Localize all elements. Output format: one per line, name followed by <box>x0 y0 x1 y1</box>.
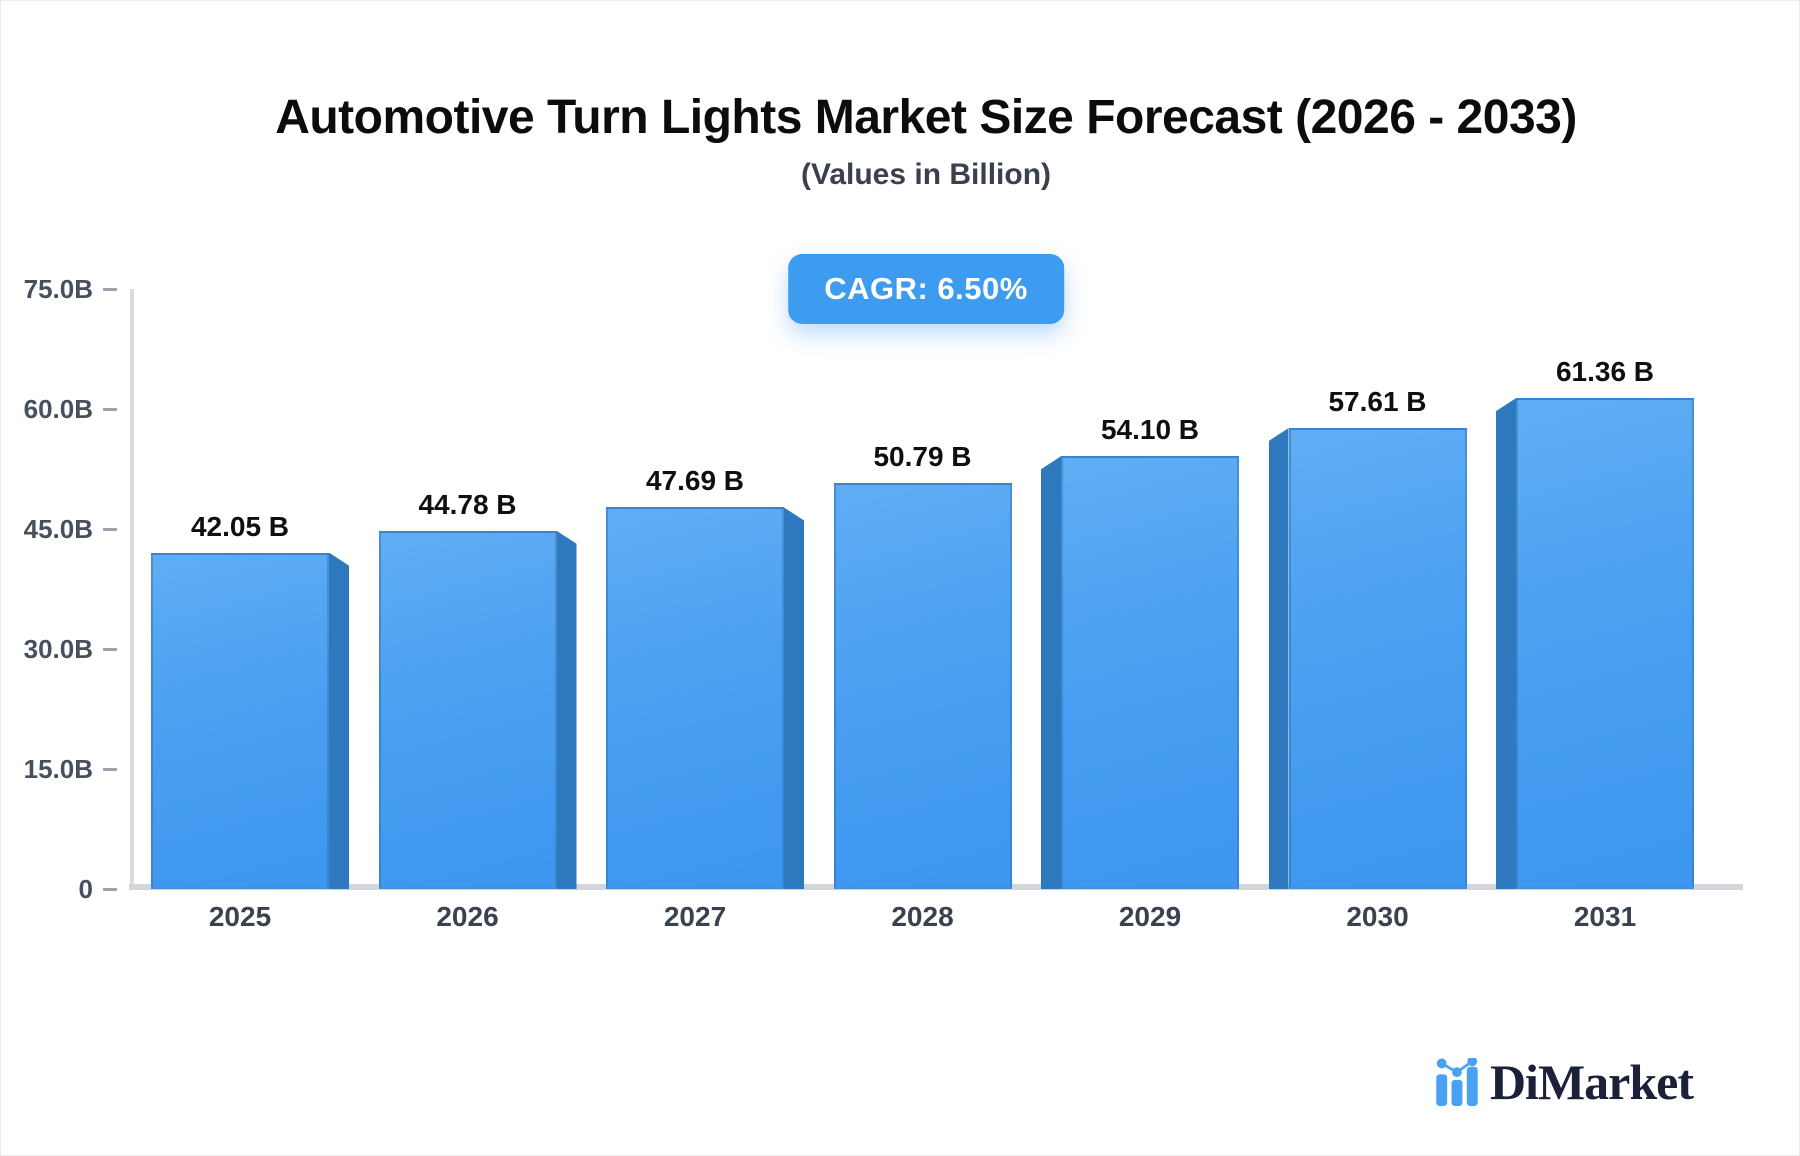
y-axis-tick-label: 30.0B <box>23 634 93 664</box>
y-axis-tick <box>103 887 117 891</box>
x-axis-label: 2029 <box>1118 901 1182 932</box>
bar-value-label: 61.36 B <box>1555 356 1655 388</box>
chart-subtitle: (Values in Billion) <box>800 157 1052 191</box>
chart-header: Automotive Turn Lights Market Size Forec… <box>26 1 1799 193</box>
dimarket-logo: DiMarket <box>1436 1054 1694 1110</box>
bar-2028 <box>833 482 1012 889</box>
bar-value-label: 44.78 B <box>418 488 517 520</box>
bar-value-label: 57.61 B <box>1328 386 1427 418</box>
bar-value-label: 50.79 B <box>873 440 972 472</box>
y-axis-tick <box>103 287 117 291</box>
x-axis-label: 2027 <box>663 901 727 932</box>
x-axis-label: 2025 <box>208 901 272 932</box>
x-axis-label: 2028 <box>891 901 954 932</box>
chart-title: Automotive Turn Lights Market Size Forec… <box>275 91 1577 144</box>
x-axis-label: 2026 <box>436 901 499 932</box>
dimarket-logo-text: DiMarket <box>1489 1054 1694 1110</box>
y-axis-tick-label: 0 <box>78 874 93 904</box>
bar-2029 <box>1061 456 1239 889</box>
y-axis-tick <box>103 767 117 771</box>
bar-value-label: 47.69 B <box>645 465 745 497</box>
bar-2030 <box>1288 428 1467 889</box>
y-axis-tick-label: 15.0B <box>23 754 93 784</box>
bar-3d-side <box>1496 398 1516 889</box>
x-axis-label: 2031 <box>1573 901 1637 932</box>
y-axis-tick-label: 75.0B <box>23 274 93 304</box>
bar-2031 <box>1516 398 1694 889</box>
bar-2027 <box>606 507 784 889</box>
y-axis-tick-label: 60.0B <box>23 394 93 424</box>
bar-2025 <box>151 552 329 889</box>
cagr-badge: CAGR: 6.50% <box>788 254 1064 324</box>
y-axis-tick <box>103 527 117 531</box>
y-axis-tick-label: 45.0B <box>23 514 93 544</box>
bar-chart-logo-icon <box>1436 1058 1478 1106</box>
y-axis-tick <box>103 407 117 411</box>
bar-3d-side <box>329 552 349 889</box>
bar-2026 <box>378 530 557 889</box>
bar-3d-side <box>556 530 577 889</box>
y-axis-tick <box>103 647 117 651</box>
bar-value-label: 54.10 B <box>1100 414 1200 446</box>
y-axis-line <box>130 289 134 889</box>
bar-3d-side <box>1041 456 1061 889</box>
x-axis-label: 2030 <box>1346 901 1409 932</box>
bar-value-label: 42.05 B <box>190 510 290 542</box>
bar-3d-side <box>784 507 804 889</box>
bar-3d-side <box>1268 428 1289 889</box>
